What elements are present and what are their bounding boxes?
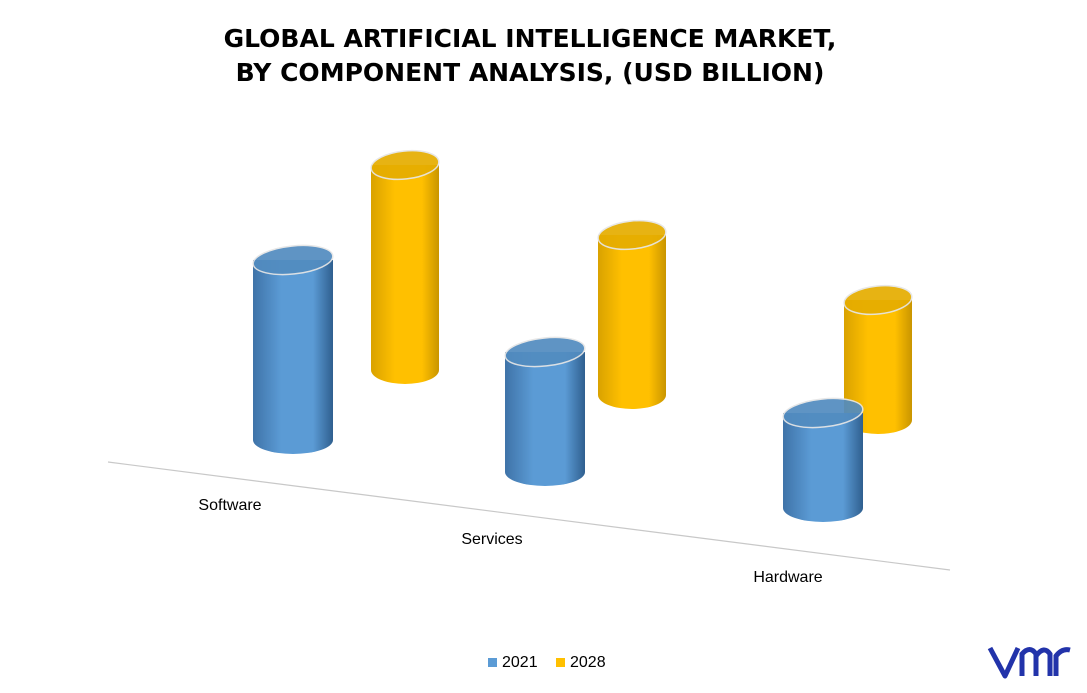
cylinder-top <box>782 397 864 429</box>
x-tick-label: Hardware <box>753 569 822 586</box>
cylinder-top <box>597 219 667 251</box>
logo <box>987 646 1071 679</box>
cylinder-body <box>505 352 585 486</box>
cylinder <box>597 219 667 409</box>
cylinder-top <box>504 336 586 368</box>
cylinder <box>252 244 334 454</box>
chart-title: GLOBAL ARTIFICIAL INTELLIGENCE MARKET, <box>224 24 837 53</box>
cylinder-body <box>783 413 863 522</box>
cylinder-body <box>371 165 439 384</box>
cylinder <box>782 397 864 522</box>
cylinder-top <box>252 244 334 276</box>
legend-label: 2021 <box>502 654 538 671</box>
floor-line <box>107 461 951 571</box>
x-tick-label: Software <box>198 497 261 514</box>
cylinder <box>843 284 913 434</box>
chart-title: BY COMPONENT ANALYSIS, (USD BILLION) <box>236 58 825 87</box>
cylinder <box>504 336 586 486</box>
cylinder-top <box>843 284 913 316</box>
cylinder-body <box>253 260 333 454</box>
cylinder-top <box>370 149 440 181</box>
legend-swatch <box>556 658 565 667</box>
x-tick-label: Services <box>461 531 522 548</box>
legend-label: 2028 <box>570 654 606 671</box>
cylinder-body <box>598 235 666 409</box>
legend-swatch <box>488 658 497 667</box>
cylinder <box>370 149 440 384</box>
cylinder-body <box>844 300 912 434</box>
